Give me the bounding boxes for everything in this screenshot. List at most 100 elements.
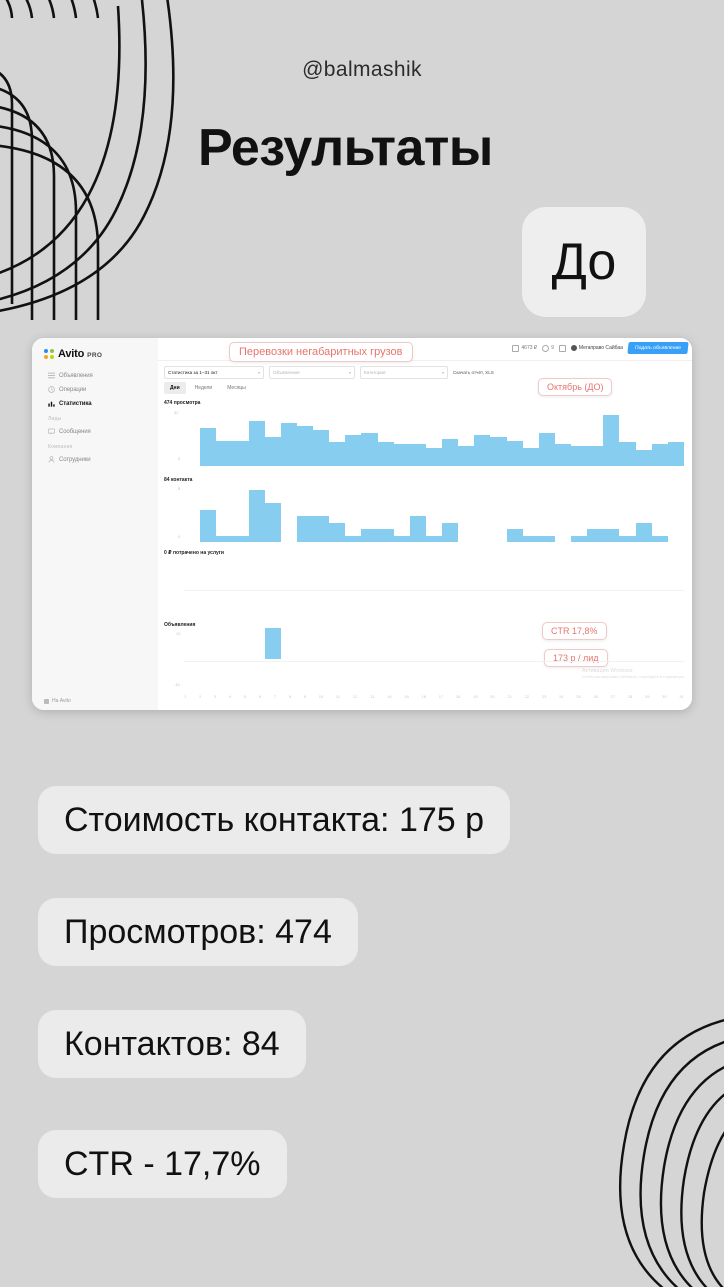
- account-handle: @balmashik: [302, 58, 422, 81]
- chart-x-tick: 26: [593, 694, 598, 699]
- chart-bar: [313, 516, 330, 542]
- chart-bar: [280, 422, 297, 466]
- chart-bar: [506, 529, 523, 542]
- brand-suffix: PRO: [87, 352, 103, 359]
- bar-chart-icon: [48, 400, 55, 407]
- notifications-chip[interactable]: 9: [542, 344, 554, 352]
- chart-x-tick: 28: [627, 694, 633, 699]
- stat-card-views: Просмотров: 474: [38, 898, 358, 966]
- chart-bar: [425, 447, 442, 466]
- chart-bar: [248, 490, 265, 542]
- period-select[interactable]: Статистика за 1–31 окт ▾: [164, 366, 264, 379]
- chart-x-tick: 31: [679, 694, 684, 699]
- chart-contacts-bars: [184, 484, 684, 542]
- ads-select[interactable]: Объявления ▾: [269, 366, 355, 379]
- chart-x-tick: 3: [213, 694, 217, 699]
- chart-x-tick: 1: [184, 694, 187, 699]
- sidebar-item-statistics[interactable]: Статистика: [48, 400, 92, 407]
- chart-bar: [264, 437, 281, 466]
- annotation-month: Октябрь (ДО): [538, 378, 613, 396]
- chart-bar: [667, 442, 684, 466]
- post-ad-button[interactable]: Подать объявление: [627, 342, 689, 354]
- chart-x-tick: 11: [335, 694, 341, 699]
- stat-card-contact-cost: Стоимость контакта: 175 р: [38, 786, 511, 854]
- chart-ytick-contacts-min: 0: [178, 534, 181, 539]
- chart-bar: [393, 444, 410, 466]
- chart-bar: [619, 442, 636, 466]
- category-value: Категория: [364, 370, 386, 375]
- chart-bar: [248, 420, 265, 466]
- dashboard-screenshot: Avito PRO Объявления Операции Статистика…: [32, 338, 692, 710]
- before-label-chip: До: [522, 207, 646, 317]
- footer-label: На Avito: [52, 698, 71, 704]
- stat-card-contacts: Контактов: 84: [38, 1010, 306, 1078]
- notifications-count: 9: [551, 345, 554, 351]
- chevron-down-icon: ▾: [441, 370, 444, 375]
- chart-bar: [200, 427, 217, 466]
- topbar-actions: 4673 ₽ 9 Мегаправо Сайбаа Подать объявле…: [512, 342, 689, 354]
- sidebar-item-operations[interactable]: Операции: [48, 386, 86, 393]
- chart-x-tick: 27: [610, 694, 616, 699]
- balance-chip[interactable]: 4673 ₽: [512, 344, 537, 352]
- chart-x-tick: 15: [404, 694, 409, 699]
- chart-x-tick: 20: [490, 694, 495, 699]
- chart-title-views: 474 просмотра: [164, 400, 201, 406]
- tab-weeks[interactable]: Недели: [194, 385, 213, 391]
- download-report-link[interactable]: Скачать отчёт, XLS: [453, 370, 494, 375]
- user-menu[interactable]: Мегаправо Сайбаа: [570, 345, 623, 351]
- chart-bar: [603, 415, 620, 466]
- chart-bar: [296, 516, 313, 542]
- sidebar-item-employees[interactable]: Сотрудники: [48, 456, 91, 463]
- chart-bar: [296, 426, 313, 466]
- chart-bar: [571, 446, 588, 466]
- sidebar-item-label: Статистика: [59, 400, 92, 407]
- chart-bar: [425, 535, 442, 542]
- chart-ads-gridline: [184, 661, 684, 662]
- sidebar-group-company: Компания: [48, 444, 73, 450]
- chart-bar: [264, 628, 281, 659]
- chart-x-tick: 17: [438, 694, 444, 699]
- chart-title-contacts: 84 контакта: [164, 477, 193, 483]
- ads-value: Объявления: [273, 370, 300, 375]
- chart-x-tick: 21: [507, 694, 512, 699]
- chart-ytick-ads-min: -10: [174, 682, 180, 687]
- stat-card-ctr: CTR - 17,7%: [38, 1130, 287, 1198]
- chart-x-tick: 5: [243, 694, 247, 699]
- filter-row: Статистика за 1–31 окт ▾ Объявления ▾ Ка…: [164, 366, 684, 379]
- chart-bar: [554, 444, 571, 466]
- brand-name: Avito: [58, 348, 85, 360]
- chart-bar: [393, 535, 410, 542]
- chart-bar: [345, 535, 362, 542]
- chart-bar: [232, 535, 249, 542]
- tab-months[interactable]: Месяцы: [227, 385, 246, 391]
- chart-bar: [635, 449, 652, 466]
- chart-ytick-ads-max: 10: [176, 631, 181, 636]
- chart-x-tick: 25: [576, 694, 581, 699]
- spiral-decoration-bottom-right: [618, 1019, 724, 1287]
- chart-bar: [458, 446, 475, 466]
- chart-x-axis-labels: 1 2 3 4 5 6 7 8 9 10 11 12 13 14 15 16 17 18 19 20 21 22 23 24 2…: [184, 694, 684, 699]
- windows-activation-watermark: Активация Windows Чтобы активировать Win…: [582, 668, 684, 679]
- chart-x-tick: 9: [303, 694, 306, 699]
- chart-x-tick: 8: [288, 694, 292, 699]
- wallet-icon: [512, 344, 520, 352]
- dashboard-sidebar: Avito PRO Объявления Операции Статистика…: [32, 338, 158, 710]
- chart-bar: [571, 535, 588, 542]
- chart-spend-bars: [184, 560, 684, 590]
- chart-bar: [538, 535, 555, 542]
- tab-days[interactable]: Дни: [164, 382, 186, 394]
- chart-bar: [522, 535, 539, 542]
- sidebar-item-messages[interactable]: Сообщения: [48, 428, 91, 435]
- chart-x-tick: 13: [369, 694, 375, 699]
- help-chip[interactable]: [558, 344, 566, 352]
- chart-bar: [232, 440, 249, 466]
- chat-icon: [48, 428, 55, 435]
- chart-bar: [651, 535, 668, 542]
- chart-bar: [200, 509, 217, 542]
- sidebar-item-ads[interactable]: Объявления: [48, 372, 93, 379]
- avatar: [570, 345, 577, 351]
- category-select[interactable]: Категория ▾: [360, 366, 448, 379]
- chevron-down-icon: ▾: [257, 370, 260, 375]
- chart-ads-bars: [184, 628, 684, 690]
- chart-title-ads: Объявления: [164, 622, 196, 628]
